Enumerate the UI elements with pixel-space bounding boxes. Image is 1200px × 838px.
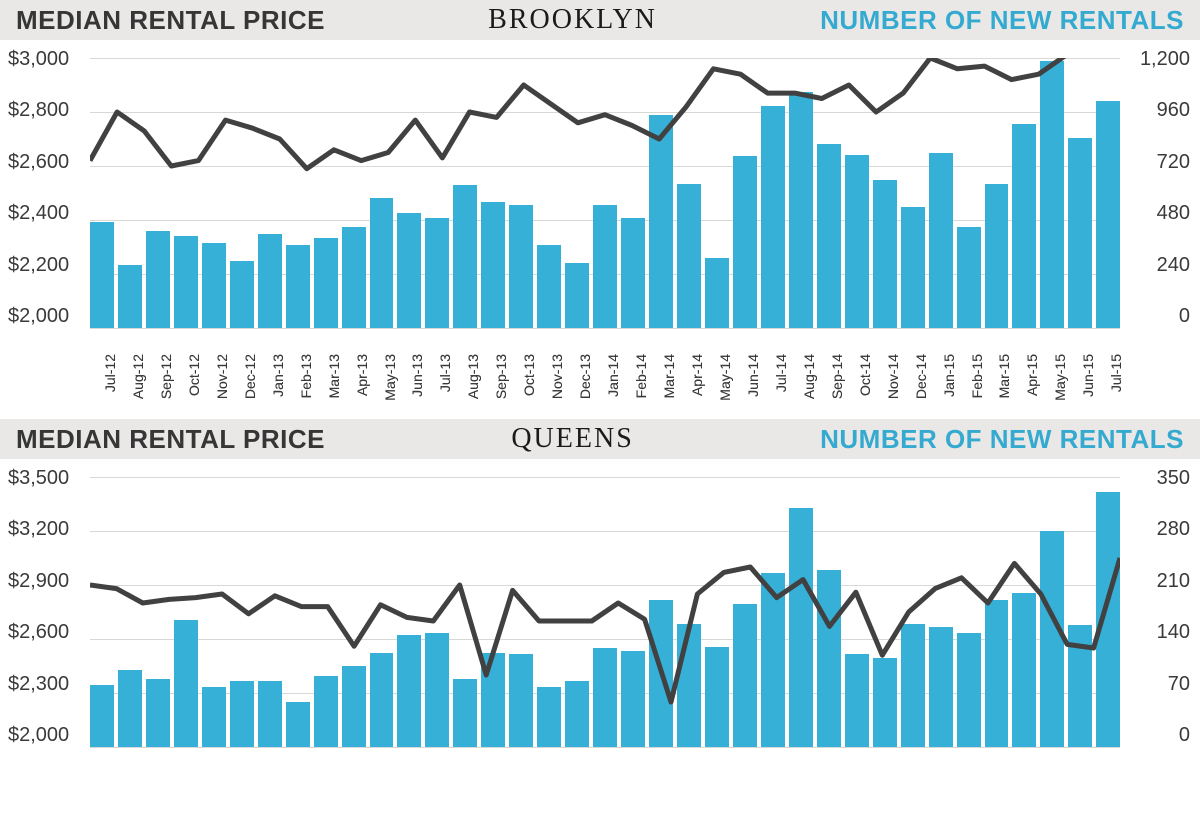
x-label: Apr-13 xyxy=(342,352,366,422)
ytick: $2,300 xyxy=(8,673,69,696)
x-label: Oct-13 xyxy=(509,352,533,422)
x-label: Apr-15 xyxy=(1012,352,1036,422)
brooklyn-plot xyxy=(90,58,1120,328)
x-label: Aug-14 xyxy=(789,352,813,422)
x-label: Mar-13 xyxy=(314,352,338,422)
ytick: $2,200 xyxy=(8,254,69,277)
ytick: $2,600 xyxy=(8,621,69,644)
x-label: Nov-12 xyxy=(202,352,226,422)
x-label: Aug-12 xyxy=(118,352,142,422)
left-axis-title: MEDIAN RENTAL PRICE xyxy=(16,424,325,455)
median-price-line xyxy=(90,558,1120,702)
x-label: Jan-13 xyxy=(258,352,282,422)
queens-y-right: 350 280 210 140 70 0 xyxy=(1130,467,1190,747)
x-label: Jul-13 xyxy=(425,352,449,422)
ytick: 210 xyxy=(1157,570,1190,593)
x-label: Mar-15 xyxy=(985,352,1009,422)
x-label: Jan-15 xyxy=(929,352,953,422)
ytick: 280 xyxy=(1157,518,1190,541)
brooklyn-chart: $3,000 $2,800 $2,600 $2,400 $2,200 $2,00… xyxy=(0,48,1200,348)
x-label: Jan-14 xyxy=(593,352,617,422)
ytick: 140 xyxy=(1157,621,1190,644)
brooklyn-y-left: $3,000 $2,800 $2,600 $2,400 $2,200 $2,00… xyxy=(8,48,88,328)
x-label: May-14 xyxy=(705,352,729,422)
ytick: $2,000 xyxy=(8,724,69,747)
ytick: 240 xyxy=(1157,254,1190,277)
x-label: Nov-14 xyxy=(873,352,897,422)
ytick: $3,200 xyxy=(8,518,69,541)
x-label: Jul-12 xyxy=(90,352,114,422)
right-axis-title: NUMBER OF NEW RENTALS xyxy=(820,424,1184,455)
brooklyn-line xyxy=(90,58,1120,328)
x-label: Aug-13 xyxy=(453,352,477,422)
x-label: May-15 xyxy=(1040,352,1064,422)
brooklyn-y-right: 1,200 960 720 480 240 0 xyxy=(1130,48,1190,328)
x-label: Feb-14 xyxy=(621,352,645,422)
ytick: $2,800 xyxy=(8,99,69,122)
x-label: Sep-12 xyxy=(146,352,170,422)
x-label: Nov-13 xyxy=(537,352,561,422)
ytick: 0 xyxy=(1179,305,1190,328)
ytick: 480 xyxy=(1157,202,1190,225)
x-label: Feb-13 xyxy=(286,352,310,422)
x-label: Jul-14 xyxy=(761,352,785,422)
x-label: Feb-15 xyxy=(957,352,981,422)
queens-plot xyxy=(90,477,1120,747)
ytick: $2,900 xyxy=(8,570,69,593)
gridline xyxy=(90,747,1120,748)
queens-line xyxy=(90,477,1120,747)
x-label: Sep-14 xyxy=(817,352,841,422)
ytick: 720 xyxy=(1157,151,1190,174)
right-axis-title: NUMBER OF NEW RENTALS xyxy=(820,5,1184,36)
ytick: 350 xyxy=(1157,467,1190,490)
median-price-line xyxy=(90,58,1120,169)
ytick: 960 xyxy=(1157,99,1190,122)
x-label: Jun-15 xyxy=(1068,352,1092,422)
queens-x-labels: Jul-12Aug-12Sep-12Oct-12Nov-12Dec-12Jan-… xyxy=(90,352,1120,422)
ytick: 70 xyxy=(1168,673,1190,696)
x-label: Mar-14 xyxy=(649,352,673,422)
gridline xyxy=(90,328,1120,329)
x-label: Dec-13 xyxy=(565,352,589,422)
ytick: 0 xyxy=(1179,724,1190,747)
ytick: 1,200 xyxy=(1140,48,1190,71)
queens-panel: MEDIAN RENTAL PRICE QUEENS NUMBER OF NEW… xyxy=(0,419,1200,838)
x-label: Jun-13 xyxy=(397,352,421,422)
x-label: Oct-12 xyxy=(174,352,198,422)
ytick: $2,400 xyxy=(8,202,69,225)
brooklyn-header: MEDIAN RENTAL PRICE BROOKLYN NUMBER OF N… xyxy=(0,0,1200,40)
queens-header: MEDIAN RENTAL PRICE QUEENS NUMBER OF NEW… xyxy=(0,419,1200,459)
x-label: May-13 xyxy=(370,352,394,422)
x-label: Apr-14 xyxy=(677,352,701,422)
x-label: Jul-15 xyxy=(1096,352,1120,422)
x-label: Dec-12 xyxy=(230,352,254,422)
queens-title: QUEENS xyxy=(511,423,633,455)
ytick: $2,000 xyxy=(8,305,69,328)
x-label: Jun-14 xyxy=(733,352,757,422)
brooklyn-title: BROOKLYN xyxy=(488,4,657,36)
left-axis-title: MEDIAN RENTAL PRICE xyxy=(16,5,325,36)
queens-y-left: $3,500 $3,200 $2,900 $2,600 $2,300 $2,00… xyxy=(8,467,88,747)
x-label: Sep-13 xyxy=(481,352,505,422)
x-label: Oct-14 xyxy=(845,352,869,422)
ytick: $3,000 xyxy=(8,48,69,71)
ytick: $3,500 xyxy=(8,467,69,490)
ytick: $2,600 xyxy=(8,151,69,174)
queens-chart: $3,500 $3,200 $2,900 $2,600 $2,300 $2,00… xyxy=(0,467,1200,767)
x-label: Dec-14 xyxy=(901,352,925,422)
